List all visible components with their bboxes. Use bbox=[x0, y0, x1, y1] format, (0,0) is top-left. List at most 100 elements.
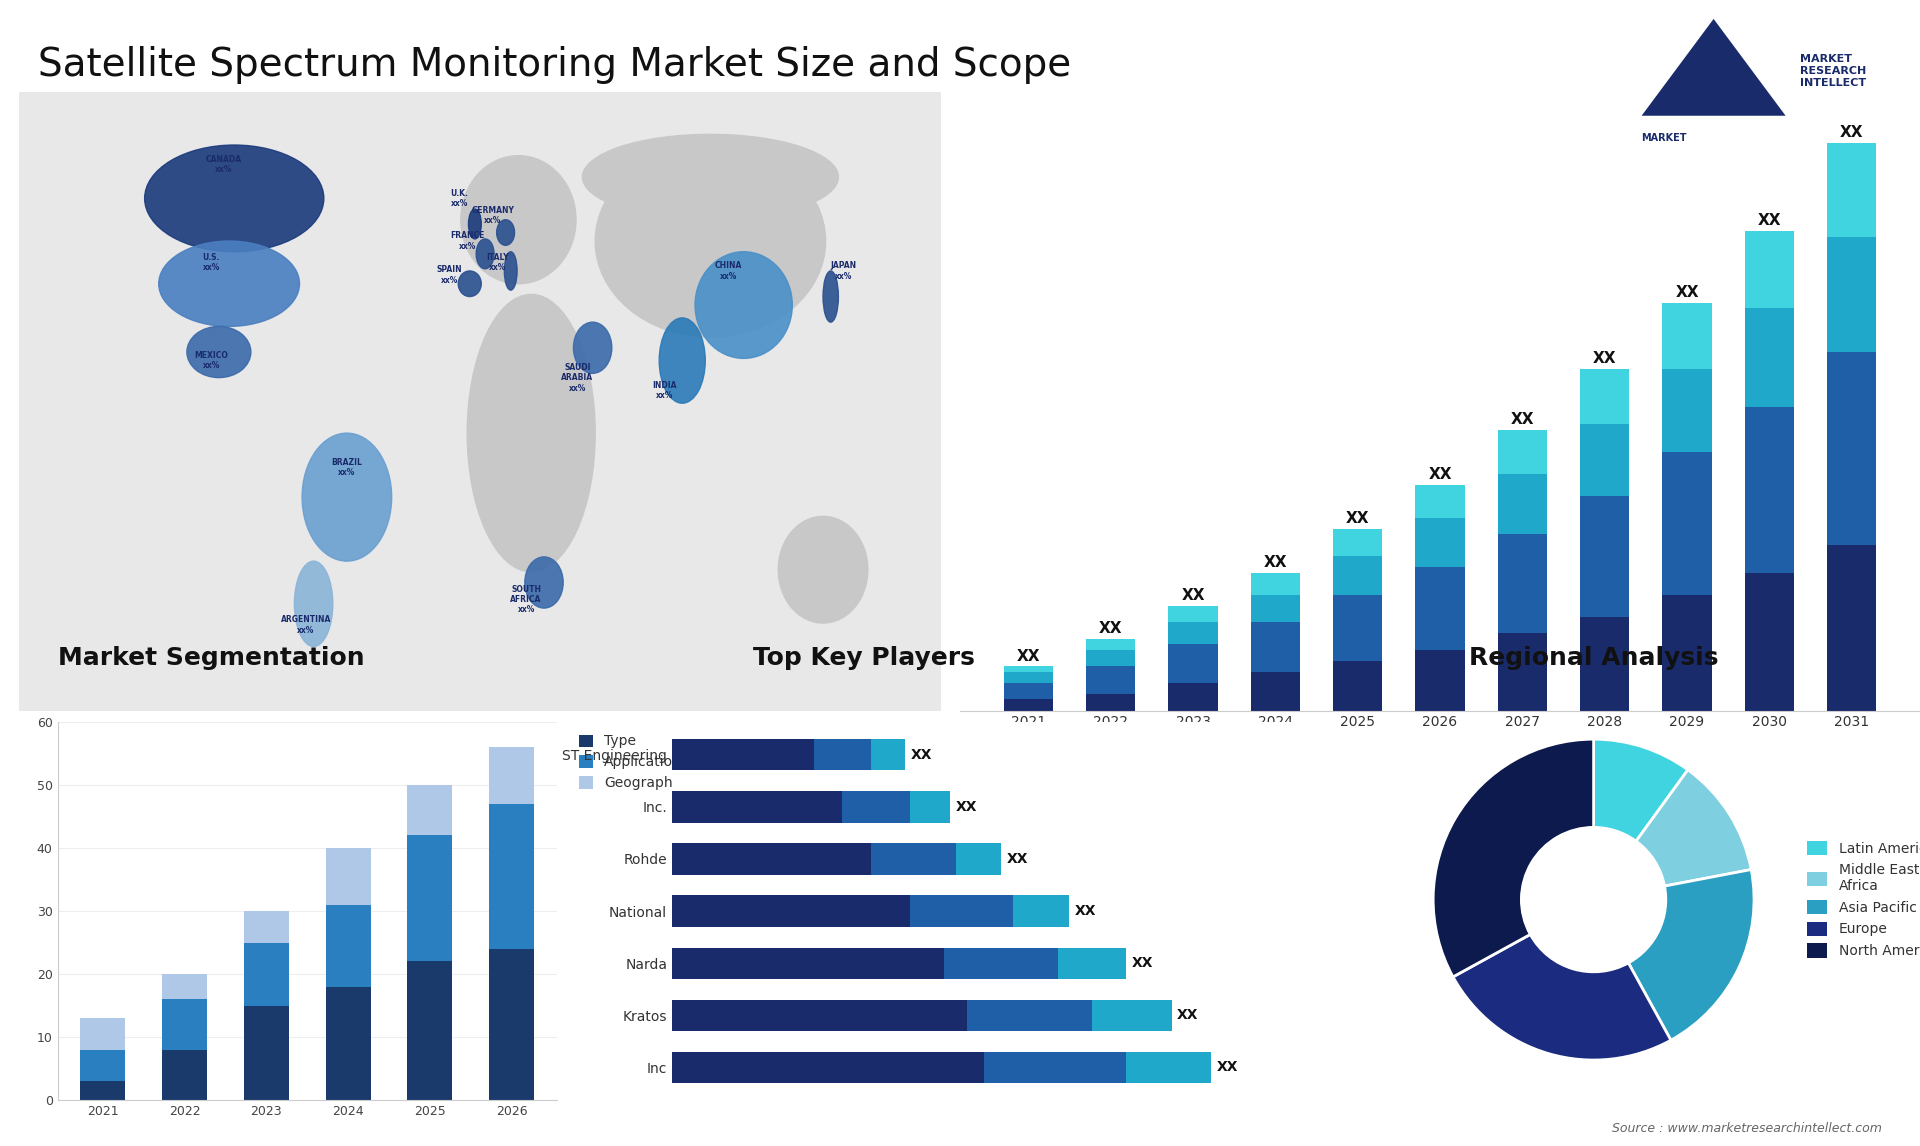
Ellipse shape bbox=[468, 209, 482, 238]
Bar bbox=[490, 747, 534, 804]
Text: CANADA
xx%: CANADA xx% bbox=[205, 155, 242, 174]
Bar bbox=[945, 948, 1058, 979]
Bar bbox=[81, 1018, 125, 1050]
Bar bbox=[1250, 622, 1300, 672]
Circle shape bbox=[1521, 827, 1667, 972]
Ellipse shape bbox=[824, 270, 839, 322]
Ellipse shape bbox=[144, 146, 324, 252]
Bar bbox=[1580, 495, 1630, 617]
Text: INDIA
xx%: INDIA xx% bbox=[653, 380, 676, 400]
Ellipse shape bbox=[461, 156, 576, 284]
Bar bbox=[1828, 545, 1876, 711]
Ellipse shape bbox=[497, 220, 515, 245]
Bar bbox=[672, 791, 843, 823]
Bar bbox=[672, 843, 870, 874]
Bar bbox=[1087, 694, 1135, 711]
Bar bbox=[1167, 622, 1217, 644]
Text: XX: XX bbox=[1346, 511, 1369, 526]
Legend: Latin America, Middle East &
Africa, Asia Pacific, Europe, North America: Latin America, Middle East & Africa, Asi… bbox=[1801, 835, 1920, 964]
Bar bbox=[968, 999, 1092, 1031]
Text: SOUTH
AFRICA
xx%: SOUTH AFRICA xx% bbox=[511, 584, 541, 614]
Text: Market Segmentation: Market Segmentation bbox=[58, 646, 365, 670]
Ellipse shape bbox=[582, 134, 839, 220]
Text: XX: XX bbox=[1594, 351, 1617, 366]
Text: ITALY
xx%: ITALY xx% bbox=[486, 253, 509, 272]
Bar bbox=[1250, 573, 1300, 595]
Bar bbox=[1012, 895, 1069, 927]
Bar bbox=[1415, 567, 1465, 650]
Bar bbox=[244, 942, 288, 1006]
Bar bbox=[1004, 672, 1052, 683]
Ellipse shape bbox=[186, 327, 252, 378]
Bar bbox=[672, 895, 910, 927]
Bar bbox=[490, 949, 534, 1100]
Bar bbox=[1828, 237, 1876, 352]
Bar bbox=[326, 905, 371, 987]
Bar bbox=[870, 739, 904, 770]
Bar bbox=[1004, 699, 1052, 711]
Bar bbox=[1498, 473, 1548, 534]
Text: XX: XX bbox=[1428, 466, 1452, 481]
Bar bbox=[1663, 595, 1713, 711]
Bar bbox=[1745, 231, 1793, 308]
Bar bbox=[1745, 308, 1793, 408]
Bar bbox=[1745, 408, 1793, 573]
Bar bbox=[1580, 617, 1630, 711]
Ellipse shape bbox=[467, 295, 595, 572]
Bar bbox=[490, 804, 534, 949]
Bar bbox=[1498, 534, 1548, 634]
Text: MEXICO
xx%: MEXICO xx% bbox=[194, 351, 228, 370]
Bar bbox=[1332, 528, 1382, 556]
Text: JAPAN
xx%: JAPAN xx% bbox=[831, 261, 856, 281]
Bar bbox=[672, 948, 945, 979]
Bar bbox=[326, 848, 371, 905]
Ellipse shape bbox=[524, 557, 563, 609]
Bar bbox=[1087, 650, 1135, 667]
Bar bbox=[1167, 606, 1217, 622]
Text: U.S.
xx%: U.S. xx% bbox=[202, 253, 221, 272]
Bar bbox=[672, 999, 968, 1031]
Ellipse shape bbox=[459, 270, 482, 297]
Text: SAUDI
ARABIA
xx%: SAUDI ARABIA xx% bbox=[561, 363, 593, 393]
Bar bbox=[1663, 303, 1713, 369]
Text: Source : www.marketresearchintellect.com: Source : www.marketresearchintellect.com bbox=[1611, 1122, 1882, 1135]
Bar bbox=[407, 835, 453, 961]
Text: XX: XX bbox=[1181, 588, 1204, 603]
Text: XX: XX bbox=[1006, 851, 1029, 866]
Bar bbox=[672, 1052, 985, 1083]
Ellipse shape bbox=[294, 562, 332, 646]
Text: XX: XX bbox=[1263, 555, 1286, 570]
Ellipse shape bbox=[778, 517, 868, 623]
Ellipse shape bbox=[695, 252, 793, 359]
Bar bbox=[1332, 556, 1382, 595]
Text: XX: XX bbox=[1177, 1008, 1198, 1022]
Text: Satellite Spectrum Monitoring Market Size and Scope: Satellite Spectrum Monitoring Market Siz… bbox=[38, 46, 1071, 84]
Bar bbox=[244, 1006, 288, 1100]
Wedge shape bbox=[1628, 870, 1755, 1041]
Ellipse shape bbox=[505, 252, 516, 290]
Text: XX: XX bbox=[1075, 904, 1096, 918]
Bar bbox=[985, 1052, 1127, 1083]
Text: BRAZIL
xx%: BRAZIL xx% bbox=[332, 457, 363, 477]
Ellipse shape bbox=[574, 322, 612, 374]
Bar bbox=[1127, 1052, 1212, 1083]
Ellipse shape bbox=[659, 317, 705, 403]
Bar bbox=[910, 895, 1012, 927]
Wedge shape bbox=[1636, 770, 1751, 886]
Bar bbox=[1415, 485, 1465, 518]
Text: XX: XX bbox=[1098, 621, 1123, 636]
Bar bbox=[1167, 683, 1217, 711]
Text: U.K.
xx%: U.K. xx% bbox=[451, 189, 468, 209]
Bar bbox=[1415, 518, 1465, 567]
Bar bbox=[1498, 634, 1548, 711]
Bar bbox=[910, 791, 950, 823]
Bar bbox=[1250, 672, 1300, 711]
Bar bbox=[814, 739, 870, 770]
Bar bbox=[1580, 369, 1630, 424]
Bar bbox=[1828, 143, 1876, 237]
Bar bbox=[1663, 369, 1713, 452]
Bar bbox=[407, 961, 453, 1100]
Text: Top Key Players: Top Key Players bbox=[753, 646, 975, 670]
Bar bbox=[1250, 595, 1300, 622]
Text: Regional Analysis: Regional Analysis bbox=[1469, 646, 1718, 670]
